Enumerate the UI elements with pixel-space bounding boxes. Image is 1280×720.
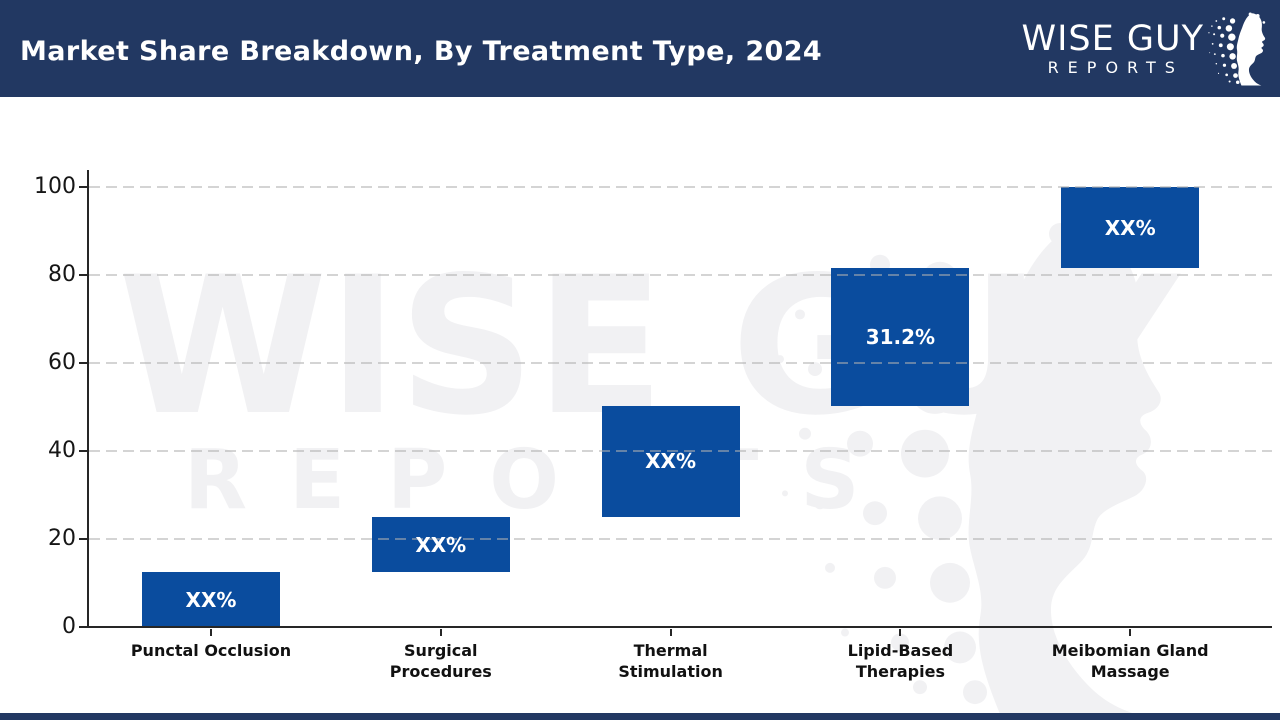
x-axis-tick (1129, 629, 1132, 636)
x-tick-label: Meibomian Gland Massage (1051, 641, 1209, 681)
x-tick-label: Surgical Procedures (389, 641, 492, 681)
bar (831, 268, 970, 406)
x-axis-tick (669, 629, 672, 636)
gridline (89, 186, 1272, 188)
watermark-subtext: REPORTS (184, 433, 902, 528)
x-axis-tick (210, 629, 212, 636)
bar-value-label: 31.2% (865, 325, 936, 350)
y-axis-tick (79, 538, 88, 540)
x-axis-tick (899, 629, 902, 636)
x-axis-tick (439, 629, 442, 636)
y-axis-line (87, 170, 89, 628)
y-axis-tick (79, 626, 88, 628)
y-axis-tick (79, 186, 88, 188)
bar-value-label: XX% (185, 587, 237, 612)
gridline (89, 538, 1272, 540)
bar-value-label: XX% (415, 532, 467, 557)
x-tick-label: Thermal Stimulation (618, 641, 723, 681)
y-tick-label: 60 (48, 350, 76, 375)
y-tick-label: 40 (48, 438, 76, 463)
bar (371, 517, 510, 572)
bar (1061, 187, 1200, 269)
y-tick-label: 100 (34, 174, 76, 199)
y-tick-label: 0 (62, 614, 76, 639)
logo-text: WISE GUY REPORTS (1021, 21, 1204, 77)
bar (142, 572, 280, 627)
y-axis-tick (79, 362, 88, 364)
header-bar: Market Share Breakdown, By Treatment Typ… (0, 0, 1280, 97)
y-axis-tick (79, 450, 88, 452)
bar (601, 405, 740, 517)
x-tick-label: Punctal Occlusion (130, 641, 292, 660)
y-tick-label: 20 (48, 526, 76, 551)
footer-bar (0, 713, 1280, 720)
x-axis-line (87, 626, 1272, 628)
bar-value-label: XX% (1104, 215, 1156, 240)
wiseguy-logo: WISE GUY REPORTS (1021, 7, 1268, 91)
y-tick-label: 80 (48, 262, 76, 287)
bar-value-label: XX% (645, 449, 697, 474)
gridline (89, 450, 1272, 452)
gridline (89, 362, 1272, 364)
y-axis-tick (79, 274, 88, 276)
x-tick-label: Lipid-Based Therapies (847, 641, 954, 681)
logo-wordmark: WISE GUY (1021, 19, 1204, 59)
logo-head-icon (1208, 12, 1266, 86)
page-title: Market Share Breakdown, By Treatment Typ… (20, 36, 823, 67)
logo-subtext: REPORTS (1047, 58, 1184, 77)
gridline (89, 274, 1272, 276)
